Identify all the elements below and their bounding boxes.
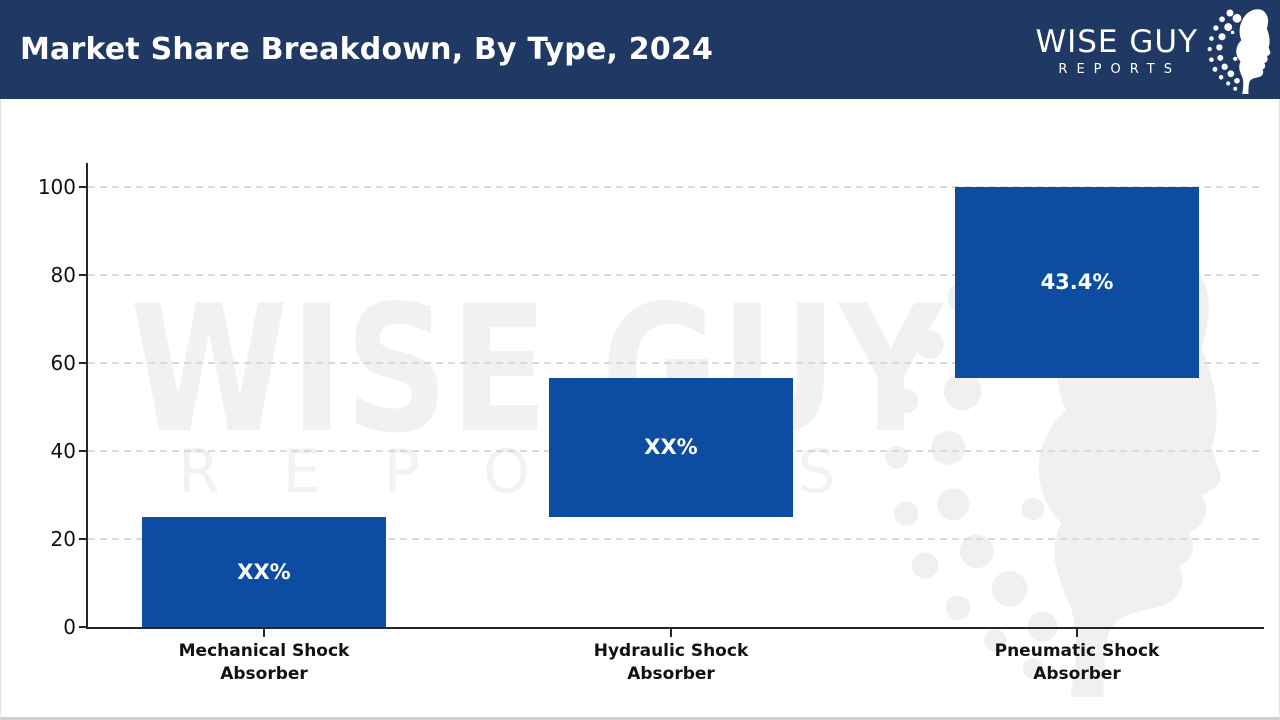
y-tick-mark xyxy=(79,186,87,188)
x-tick-mark xyxy=(263,629,265,637)
x-category-label: Pneumatic Shock Absorber xyxy=(994,641,1160,684)
header: Market Share Breakdown, By Type, 2024 WI… xyxy=(0,0,1280,99)
gridline-60 xyxy=(88,362,1264,364)
x-tick-mark xyxy=(1076,629,1078,637)
brand-logo: WISE GUY REPORTS xyxy=(1035,4,1272,96)
brand-name: WISE GUY xyxy=(1035,23,1198,60)
gridline-80 xyxy=(88,274,1264,276)
y-tick-label: 0 xyxy=(63,615,76,639)
x-axis xyxy=(86,627,1264,629)
y-tick-label: 80 xyxy=(50,263,76,287)
gridline-20 xyxy=(88,538,1264,540)
y-tick-mark xyxy=(79,362,87,364)
y-tick-mark xyxy=(79,450,87,452)
y-tick-label: 100 xyxy=(37,175,76,199)
bar-value-label: XX% xyxy=(237,560,291,584)
gridline-100 xyxy=(88,186,1264,188)
bar-3: 43.4% xyxy=(955,187,1199,378)
brand-text: WISE GUY REPORTS xyxy=(1035,24,1198,77)
x-category-label: Hydraulic Shock Absorber xyxy=(593,641,749,684)
bar-value-label: XX% xyxy=(644,435,698,460)
x-category-label: Mechanical Shock Absorber xyxy=(178,641,350,684)
y-axis xyxy=(86,163,88,629)
bar-value-label: 43.4% xyxy=(1040,270,1114,295)
x-tick-mark xyxy=(670,629,672,637)
bar-2: XX% xyxy=(549,377,793,517)
brand-sub: REPORTS xyxy=(1058,61,1182,77)
y-tick-mark xyxy=(79,626,87,628)
y-tick-label: 20 xyxy=(50,527,76,551)
y-tick-label: 40 xyxy=(50,439,76,463)
bar-1: XX% xyxy=(142,517,386,627)
wiseguy-head-icon xyxy=(1207,9,1271,94)
watermark-brand-name: WISE GUY xyxy=(130,269,945,472)
y-tick-mark xyxy=(79,538,87,540)
page-title: Market Share Breakdown, By Type, 2024 xyxy=(20,32,714,67)
y-tick-label: 60 xyxy=(50,351,76,375)
y-tick-mark xyxy=(79,274,87,276)
